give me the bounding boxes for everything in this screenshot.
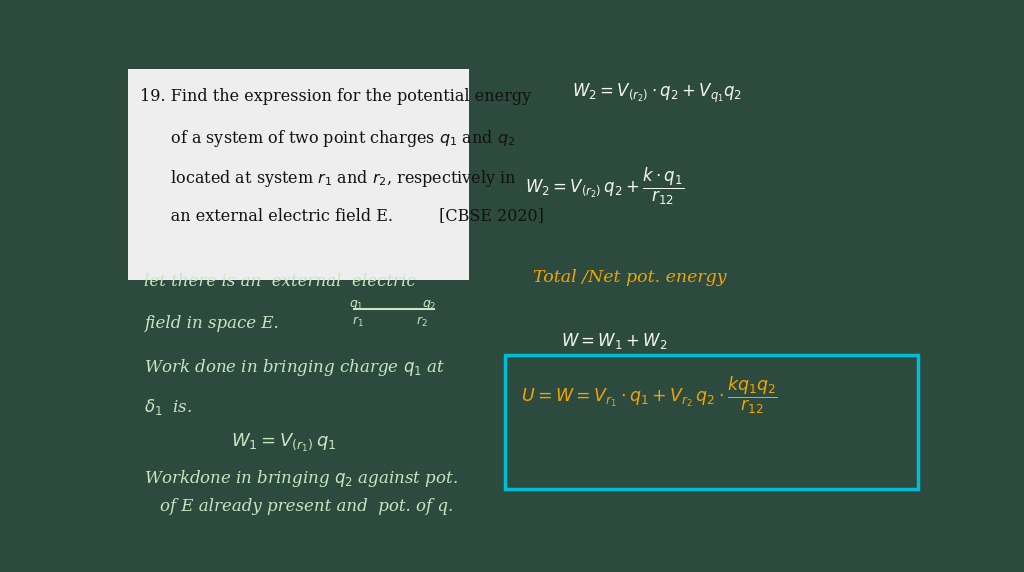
- Text: Total /Net pot. energy: Total /Net pot. energy: [532, 269, 726, 286]
- Text: 19. Find the expression for the potential energy: 19. Find the expression for the potentia…: [140, 89, 531, 105]
- Text: $U=W= V_{r_1}\cdot q_1 + V_{r_2}\,q_2\cdot\dfrac{kq_1q_2}{r_{12}}$: $U=W= V_{r_1}\cdot q_1 + V_{r_2}\,q_2\cd…: [521, 375, 777, 416]
- Text: field in space E.: field in space E.: [143, 315, 279, 332]
- Text: Workdone in bringing $q_2$ against pot.: Workdone in bringing $q_2$ against pot.: [143, 468, 458, 489]
- Text: $q_1$: $q_1$: [348, 297, 364, 312]
- Text: of E already present and  pot. of q.: of E already present and pot. of q.: [160, 498, 453, 515]
- FancyBboxPatch shape: [505, 355, 918, 489]
- Text: $W_2 = V_{(r_2)}\,q_2 + \dfrac{k\cdot q_1}{r_{12}}$: $W_2 = V_{(r_2)}\,q_2 + \dfrac{k\cdot q_…: [524, 165, 684, 206]
- Text: $W = W_1 + W_2$: $W = W_1 + W_2$: [560, 331, 667, 351]
- Text: Work done in bringing charge $q_1$ at: Work done in bringing charge $q_1$ at: [143, 357, 445, 378]
- Text: an external electric field E.         [CBSE 2020]: an external electric field E. [CBSE 2020…: [140, 208, 544, 224]
- Text: $r_2$: $r_2$: [416, 315, 428, 329]
- Text: $W_1 = V_{(r_1)}\,q_1$: $W_1 = V_{(r_1)}\,q_1$: [231, 432, 337, 454]
- Bar: [128, 69, 469, 280]
- Text: of a system of two point charges $q_1$ and $q_2$: of a system of two point charges $q_1$ a…: [140, 128, 515, 149]
- Text: $W_2 = V_{(r_2)}\cdot q_2 + V_{q_1}q_2$: $W_2 = V_{(r_2)}\cdot q_2 + V_{q_1}q_2$: [572, 82, 742, 105]
- Text: located at system $r_1$ and $r_2$, respectively in: located at system $r_1$ and $r_2$, respe…: [140, 168, 517, 189]
- Text: $r_1$: $r_1$: [352, 315, 364, 329]
- Text: $\delta_1$  is.: $\delta_1$ is.: [143, 397, 193, 417]
- Text: $q_2$: $q_2$: [422, 297, 436, 312]
- Text: let there is an  external  electric: let there is an external electric: [143, 273, 416, 291]
